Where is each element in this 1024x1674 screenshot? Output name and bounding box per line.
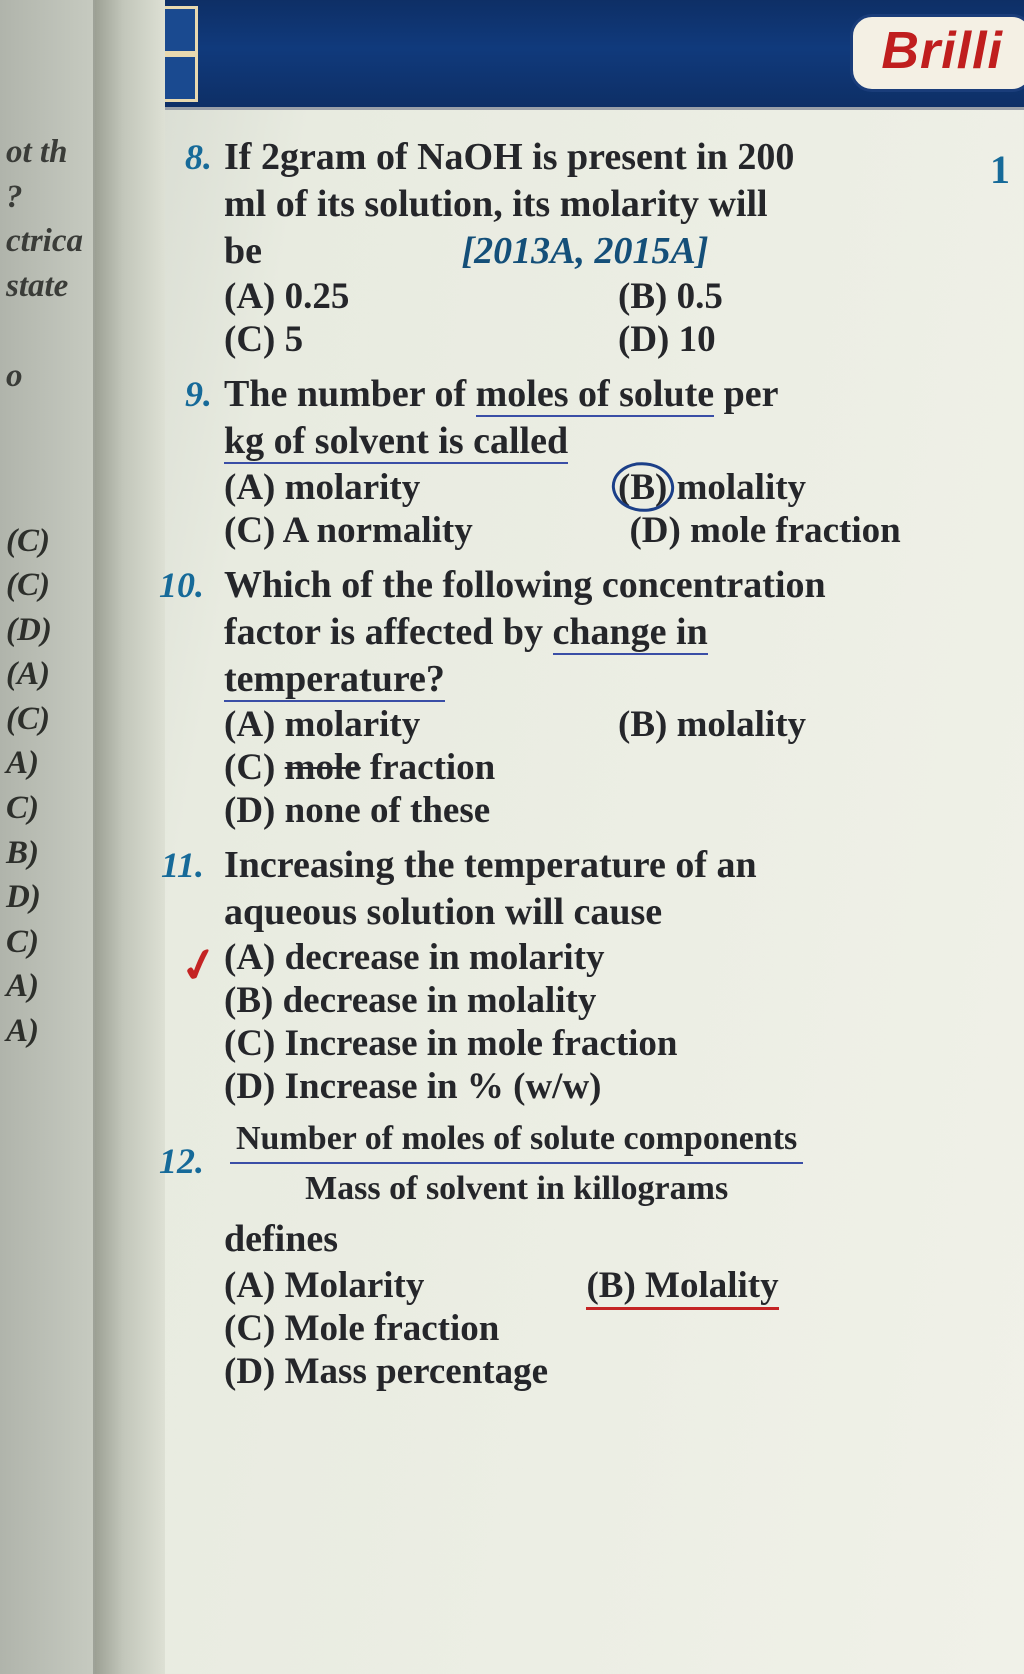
- question-text: If 2gram of NaOH is present in 200 ml of…: [224, 134, 1012, 275]
- option-b: (B) decrease in molality: [224, 979, 1012, 1022]
- question-number: 10.: [150, 564, 204, 606]
- prev-frag: C): [6, 786, 93, 831]
- question-number: 8.: [158, 136, 212, 178]
- q-line: ml of its solution, its molarity will: [224, 183, 768, 225]
- prev-frag: B): [6, 831, 93, 876]
- prev-frag: A): [6, 1009, 93, 1054]
- option-d: (D) 10: [618, 318, 1012, 361]
- prev-frag: ot th: [6, 130, 93, 175]
- q-line: Which of the following concentration: [224, 564, 826, 606]
- prev-frag: A): [6, 964, 93, 1009]
- option-a: (A) 0.25: [224, 275, 618, 318]
- prev-frag: D): [6, 875, 93, 920]
- question-number: 11.: [150, 844, 204, 886]
- question-text: Which of the following concentration fac…: [224, 562, 1012, 703]
- option-d: (D) Mass percentage: [224, 1350, 1012, 1393]
- prev-frag: A): [6, 741, 93, 786]
- question-number: 9.: [158, 373, 212, 415]
- option-d: (D) Increase in % (w/w): [224, 1065, 1012, 1108]
- brand-text: Brilli: [881, 22, 1003, 80]
- prev-frag: (C): [6, 697, 93, 742]
- formula-numerator: Number of moles of solute components: [230, 1118, 803, 1164]
- question-formula: Number of moles of solute components Mas…: [230, 1118, 1012, 1210]
- option-a: (A) decrease in molarity: [224, 936, 1012, 979]
- q-line: factor is affected by change in: [224, 611, 708, 655]
- options: (A) molarity (B) molality (C) A normalit…: [224, 466, 1012, 552]
- option-b: (B) molality: [618, 703, 1012, 746]
- prev-frag: ctrica: [6, 219, 93, 264]
- tick-mark-icon: ✓: [175, 934, 224, 995]
- year-ref: [2013A, 2015A]: [462, 230, 709, 272]
- q-line: Increasing the temperature of an: [224, 844, 757, 886]
- option-c: (C) mole fraction: [224, 746, 1012, 789]
- brand-pill: Brilli: [850, 14, 1024, 92]
- q-line: If 2gram of NaOH is present in 200: [224, 136, 794, 178]
- q-line: be: [224, 230, 262, 272]
- previous-page-sliver: ot th ? ctrica state o (C) (C) (D) (A) (…: [0, 0, 95, 1674]
- question-9: 9. The number of moles of solute per kg …: [160, 371, 1012, 551]
- q-line: temperature?: [224, 658, 445, 702]
- prev-frag: (A): [6, 652, 93, 697]
- option-d: (D) mole fraction: [629, 509, 1012, 552]
- option-b: (B) molality: [618, 466, 1012, 509]
- prev-frag: o: [6, 354, 93, 399]
- prev-frag: [6, 399, 93, 519]
- option-a: (A) molarity: [224, 703, 618, 746]
- option-c: (C) A normality: [224, 509, 629, 552]
- option-c: (C) Increase in mole fraction: [224, 1022, 1012, 1065]
- q-line: kg of solvent is called: [224, 420, 568, 464]
- question-text: Increasing the temperature of an aqueous…: [224, 842, 1012, 936]
- option-c: (C) 5: [224, 318, 618, 361]
- prev-frag: state: [6, 264, 93, 309]
- options: (A) 0.25 (B) 0.5 (C) 5 (D) 10: [224, 275, 1012, 361]
- book-spine-shadow: [95, 0, 165, 1674]
- option-b: (B) Molality: [586, 1264, 980, 1307]
- option-a: (A) Molarity: [224, 1264, 586, 1307]
- option-b: (B) 0.5: [618, 275, 1012, 318]
- option-c: (C) Mole fraction: [224, 1307, 1012, 1350]
- q-line: The number of moles of solute per: [224, 373, 779, 417]
- question-number: 12.: [150, 1140, 204, 1182]
- option-d: (D) none of these: [224, 789, 1012, 832]
- question-11: 11. Increasing the temperature of an aqu…: [160, 842, 1012, 1108]
- page-content: 1 8. If 2gram of NaOH is present in 200 …: [160, 120, 1012, 1674]
- question-12: 12. Number of moles of solute components…: [160, 1118, 1012, 1392]
- question-10: 10. Which of the following concentration…: [160, 562, 1012, 832]
- option-a: (A) molarity: [224, 466, 618, 509]
- prev-frag: (D): [6, 608, 93, 653]
- prev-frag: ?: [6, 175, 93, 220]
- prev-frag: C): [6, 920, 93, 965]
- question-8: 8. If 2gram of NaOH is present in 200 ml…: [160, 134, 1012, 361]
- q-line: aqueous solution will cause: [224, 891, 662, 933]
- prev-frag: (C): [6, 519, 93, 564]
- question-text: The number of moles of solute per kg of …: [224, 371, 1012, 465]
- prev-frag: (C): [6, 563, 93, 608]
- prev-frag: [6, 308, 93, 354]
- formula-denominator: Mass of solvent in killograms: [230, 1164, 803, 1210]
- options: (A) Molarity (B) Molality (C) Mole fract…: [224, 1264, 1012, 1393]
- options: (A) molarity (B) molality (C) mole fract…: [224, 703, 1012, 832]
- question-tail: defines: [224, 1216, 1012, 1263]
- options: (A) decrease in molarity (B) decrease in…: [224, 936, 1012, 1108]
